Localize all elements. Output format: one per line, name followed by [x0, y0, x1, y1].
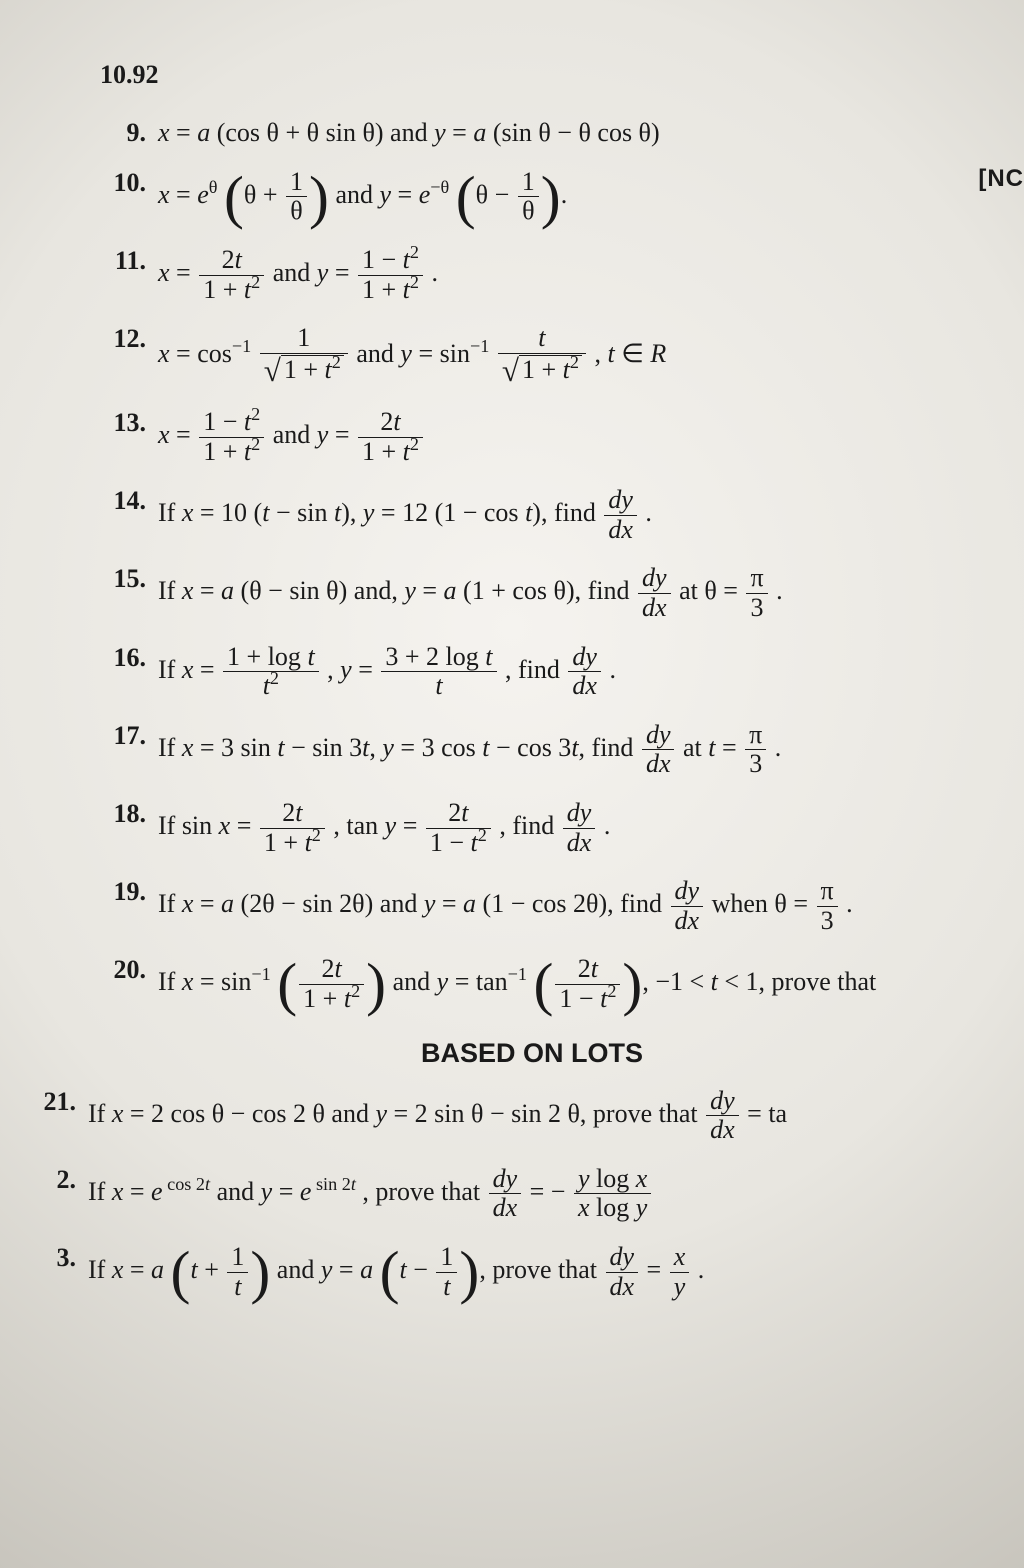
problem-number: 2. [20, 1165, 88, 1195]
problem-body: If x = sin−1 (2t1 + t2) and y = tan−1 (2… [158, 955, 974, 1013]
problem-body: If x = a (θ − sin θ) and, y = a (1 + cos… [158, 564, 974, 622]
problem-number: 19. [90, 877, 158, 907]
problem-number: 15. [90, 564, 158, 594]
problem: 11.x = 2t1 + t2 and y = 1 − t21 + t2 . [90, 246, 974, 304]
problem: 16.If x = 1 + log tt2 , y = 3 + 2 log tt… [90, 643, 974, 701]
problem-number: 10. [90, 168, 158, 198]
problem: 3.If x = a (t + 1t) and y = a (t − 1t), … [20, 1243, 974, 1301]
problem-body: If x = a (t + 1t) and y = a (t − 1t), pr… [88, 1243, 974, 1301]
problem-number: 14. [90, 486, 158, 516]
problem-body: x = 2t1 + t2 and y = 1 − t21 + t2 . [158, 246, 974, 304]
problem-body: x = a (cos θ + θ sin θ) and y = a (sin θ… [158, 118, 974, 148]
problem-number: 18. [90, 799, 158, 829]
problem-body: If x = 10 (t − sin t), y = 12 (1 − cos t… [158, 486, 974, 544]
problem: 13.x = 1 − t21 + t2 and y = 2t1 + t2 [90, 408, 974, 466]
problem-body: x = eθ (θ + 1θ) and y = e−θ (θ − 1θ). [158, 168, 974, 226]
problem-number: 21. [20, 1087, 88, 1117]
problem: 9.x = a (cos θ + θ sin θ) and y = a (sin… [90, 118, 974, 148]
problem-number: 3. [20, 1243, 88, 1273]
subsection-heading: BASED ON LOTS [90, 1038, 974, 1069]
problem-body: If x = 3 sin t − sin 3t, y = 3 cos t − c… [158, 721, 974, 779]
problem-body: If sin x = 2t1 + t2 , tan y = 2t1 − t2 ,… [158, 799, 974, 857]
problem: 14.If x = 10 (t − sin t), y = 12 (1 − co… [90, 486, 974, 544]
problem-list-lots: 21.If x = 2 cos θ − cos 2 θ and y = 2 si… [90, 1087, 974, 1302]
problem: 2.If x = e cos 2t and y = e sin 2t , pro… [20, 1165, 974, 1223]
problem-number: 16. [90, 643, 158, 673]
problem-number: 17. [90, 721, 158, 751]
problem: 19.If x = a (2θ − sin 2θ) and y = a (1 −… [90, 877, 974, 935]
problem-body: If x = a (2θ − sin 2θ) and y = a (1 − co… [158, 877, 974, 935]
problem: 12.x = cos−1 11 + t2 and y = sin−1 t1 + … [90, 324, 974, 388]
problem-body: If x = 2 cos θ − cos 2 θ and y = 2 sin θ… [88, 1087, 974, 1145]
problem: 21.If x = 2 cos θ − cos 2 θ and y = 2 si… [20, 1087, 974, 1145]
problem-number: 12. [90, 324, 158, 354]
problem-number: 9. [90, 118, 158, 148]
problem: 15.If x = a (θ − sin θ) and, y = a (1 + … [90, 564, 974, 622]
problem-number: 13. [90, 408, 158, 438]
problem-list: 9.x = a (cos θ + θ sin θ) and y = a (sin… [90, 118, 974, 1014]
problem-body: x = cos−1 11 + t2 and y = sin−1 t1 + t2 … [158, 324, 974, 388]
problem-body: If x = e cos 2t and y = e sin 2t , prove… [88, 1165, 974, 1223]
problem: 20.If x = sin−1 (2t1 + t2) and y = tan−1… [90, 955, 974, 1013]
problem: 18.If sin x = 2t1 + t2 , tan y = 2t1 − t… [90, 799, 974, 857]
problem-number: 11. [90, 246, 158, 276]
problem-number: 20. [90, 955, 158, 985]
problem-body: x = 1 − t21 + t2 and y = 2t1 + t2 [158, 408, 974, 466]
problem-body: If x = 1 + log tt2 , y = 3 + 2 log tt , … [158, 643, 974, 701]
section-number: 10.92 [100, 60, 974, 90]
margin-note: [NC [978, 165, 1024, 193]
problem: 10.x = eθ (θ + 1θ) and y = e−θ (θ − 1θ). [90, 168, 974, 226]
textbook-page: 10.92 [NC 9.x = a (cos θ + θ sin θ) and … [0, 0, 1024, 1361]
problem: 17.If x = 3 sin t − sin 3t, y = 3 cos t … [90, 721, 974, 779]
